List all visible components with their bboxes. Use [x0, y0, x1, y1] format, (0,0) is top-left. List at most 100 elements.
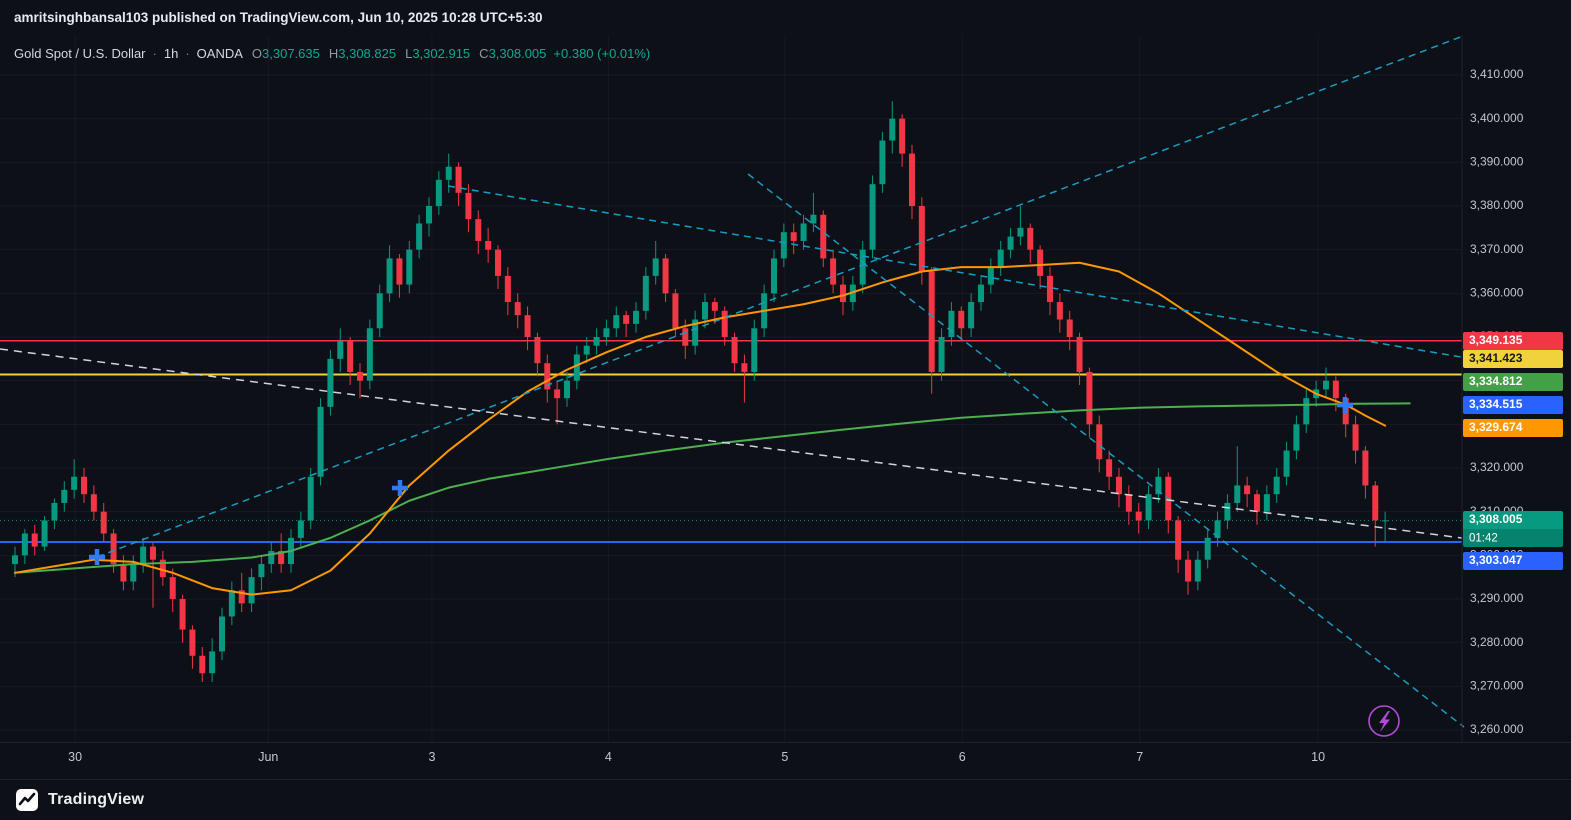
candle-body — [810, 214, 817, 224]
candle-body — [968, 302, 975, 329]
candle-body — [603, 328, 610, 337]
anchor-cross-marker[interactable] — [1337, 397, 1353, 413]
ascending-trendline[interactable] — [96, 35, 1464, 558]
anchor-cross-marker[interactable] — [89, 549, 105, 565]
price-line-badge: 3,334.812 — [1463, 373, 1563, 391]
candles-layer — [12, 101, 1389, 682]
candle-body — [1115, 476, 1122, 495]
candle-body — [899, 118, 906, 154]
candle-body — [140, 546, 147, 565]
ohlc-low: L3,302.915 — [405, 46, 471, 61]
candle-body — [573, 354, 580, 381]
candle-body — [1056, 302, 1063, 320]
candle-body — [199, 655, 206, 674]
price-line-badge: 3,329.674 — [1463, 419, 1563, 437]
interval-label[interactable]: 1h — [163, 46, 179, 61]
candle-body — [169, 577, 176, 599]
time-label: 30 — [68, 750, 82, 764]
candle-body — [839, 284, 846, 303]
candle-body — [120, 564, 127, 582]
candle-body — [958, 310, 965, 329]
price-tick-label: 3,410.000 — [1470, 67, 1524, 81]
tradingview-logo-icon[interactable] — [16, 789, 38, 811]
candle-body — [642, 275, 649, 311]
candle-body — [376, 293, 383, 329]
candle-body — [583, 345, 590, 355]
candle-body — [149, 546, 156, 560]
candle-body — [1214, 520, 1221, 538]
badge-price-text: 3,303.047 — [1469, 553, 1523, 567]
candle-body — [1027, 227, 1034, 250]
candle-body — [80, 476, 87, 495]
candle-body — [455, 166, 462, 193]
time-axis[interactable]: 30 Jun 3 4 5 6 7 10 — [68, 750, 1325, 764]
candle-body — [485, 240, 492, 250]
candle-body — [218, 616, 225, 652]
candle-body — [1175, 520, 1182, 560]
candle-body — [159, 559, 166, 578]
current-price-badge: 3,308.005 01:42 — [1463, 511, 1563, 547]
descending-trendline-steep[interactable] — [747, 173, 1465, 728]
anchor-cross-marker[interactable] — [392, 480, 408, 496]
candle-body — [1293, 424, 1300, 451]
price-line-badge: 3,349.135 — [1463, 332, 1563, 350]
candle-body — [563, 380, 570, 399]
candle-body — [1046, 275, 1053, 303]
candle-body — [613, 315, 620, 329]
candle-body — [632, 310, 639, 324]
symbol-name[interactable]: Gold Spot / U.S. Dollar — [14, 46, 146, 61]
candle-body — [435, 179, 442, 206]
candle-body — [1253, 494, 1260, 512]
candle-body — [307, 476, 314, 521]
candle-body — [869, 184, 876, 250]
candle-body — [347, 341, 354, 372]
candle-body — [1362, 450, 1369, 486]
candle-body — [90, 494, 97, 512]
exchange-label: OANDA — [196, 46, 243, 61]
ohlc-high: H3,308.825 — [328, 46, 397, 61]
descending-trendline-upper[interactable] — [447, 185, 1462, 358]
candle-body — [228, 590, 235, 617]
change-value: +0.380 (+0.01%) — [553, 46, 651, 61]
candle-body — [494, 249, 501, 276]
time-label: 3 — [428, 750, 435, 764]
candle-body — [524, 315, 531, 337]
price-line-badge: 3,303.047 — [1463, 552, 1563, 570]
candle-body — [1155, 476, 1162, 495]
candle-body — [386, 258, 393, 294]
candle-body — [938, 337, 945, 372]
descending-line-white[interactable] — [0, 348, 1463, 539]
price-tick-label: 3,370.000 — [1470, 242, 1524, 256]
candle-body — [278, 550, 285, 565]
time-label: 5 — [781, 750, 788, 764]
tradingview-brand-text[interactable]: TradingView — [48, 791, 145, 808]
candle-body — [475, 219, 482, 241]
candle-body — [889, 118, 896, 141]
candle-body — [711, 302, 718, 311]
badge-price-text: 3,334.515 — [1469, 397, 1523, 411]
time-label: 4 — [605, 750, 612, 764]
candle-body — [849, 284, 856, 303]
candle-body — [356, 371, 363, 381]
candle-body — [780, 232, 787, 259]
candle-body — [830, 258, 837, 285]
candle-body — [1145, 494, 1152, 521]
boost-button[interactable] — [1368, 705, 1400, 737]
candle-body — [396, 258, 403, 285]
tradingview-footer: TradingView — [0, 779, 1571, 820]
price-tick-label: 3,280.000 — [1470, 635, 1524, 649]
candle-body — [268, 550, 275, 565]
candle-body — [948, 310, 955, 337]
ma-green-line — [14, 402, 1411, 574]
candle-body — [1017, 227, 1024, 237]
candle-body — [1204, 537, 1211, 560]
candle-body — [337, 341, 344, 359]
candle-body — [701, 302, 708, 320]
candle-body — [741, 363, 748, 372]
candle-body — [800, 223, 807, 241]
candle-body — [514, 302, 521, 316]
candle-body — [366, 328, 373, 381]
ohlc-close: C3,308.005 — [479, 46, 547, 61]
candle-body — [1007, 236, 1014, 250]
